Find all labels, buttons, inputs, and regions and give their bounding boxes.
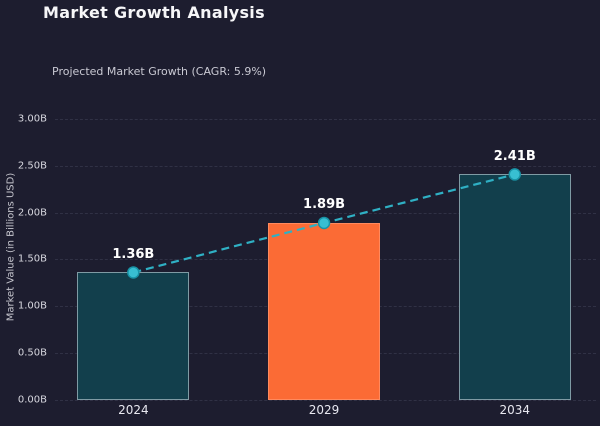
gridline — [55, 119, 596, 121]
bar-2024 — [77, 272, 190, 400]
y-tick-label: 0.00B — [17, 394, 47, 405]
y-tick-label: 3.00B — [17, 113, 47, 125]
y-tick-label: 1.50B — [17, 253, 47, 265]
bar-2034 — [458, 174, 571, 400]
gridline — [55, 399, 596, 401]
bar-2029 — [268, 222, 381, 400]
value-label: 1.36B — [112, 246, 155, 262]
y-axis-label: Market Value (in Billions USD) — [5, 172, 17, 322]
x-tick-label: 2024 — [118, 403, 149, 417]
x-tick-label: 2034 — [499, 403, 531, 417]
y-tick-label: 2.00B — [17, 207, 47, 219]
y-tick-label: 0.50B — [17, 347, 47, 359]
y-tick-label: 2.50B — [17, 160, 47, 172]
x-tick-label: 2029 — [308, 403, 340, 417]
value-label: 2.41B — [493, 148, 536, 164]
chart-subtitle: Projected Market Growth (CAGR: 5.9%) — [52, 65, 267, 78]
gridline — [55, 166, 596, 167]
value-label: 1.89B — [303, 197, 346, 213]
y-tick-label: 1.00B — [17, 300, 47, 312]
chart-title: Market Growth Analysis — [43, 3, 265, 22]
